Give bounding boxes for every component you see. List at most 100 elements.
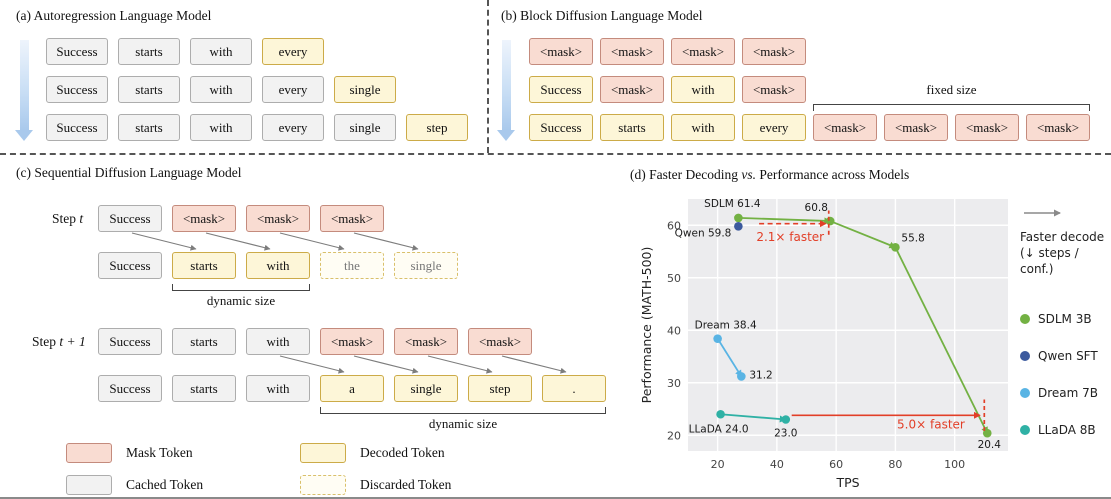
- token-decoded: single: [334, 76, 396, 103]
- token-cached: Success: [98, 252, 162, 279]
- legend-label: Decoded Token: [360, 445, 445, 460]
- dynamic-size-label: dynamic size: [206, 293, 276, 308]
- legend-label: Dream 7B: [1038, 385, 1099, 400]
- svg-text:LLaDA 24.0: LLaDA 24.0: [689, 423, 749, 435]
- token-decoded: step: [406, 114, 468, 141]
- legend-item-mask-token: Mask Token: [66, 443, 193, 463]
- legend-item-sdlm-3b: SDLM 3B: [1020, 312, 1111, 326]
- svg-text:20.4: 20.4: [978, 439, 1002, 451]
- panel-a-title: (a) Autoregression Language Model: [16, 8, 212, 23]
- token-cached: Success: [98, 205, 162, 232]
- svg-text:SDLM 61.4: SDLM 61.4: [704, 198, 761, 210]
- legend-item-llada-8b: LLaDA 8B: [1020, 423, 1111, 437]
- token-cached: starts: [118, 76, 180, 103]
- token-cached: Success: [98, 328, 162, 355]
- token-cached: with: [246, 375, 310, 402]
- legend-item-cached-token: Cached Token: [66, 475, 203, 495]
- legend-label: SDLM 3B: [1038, 311, 1092, 326]
- legend-item-discarded-token: Discarded Token: [300, 475, 451, 495]
- token-mask: <mask>: [320, 205, 384, 232]
- svg-text:60: 60: [829, 458, 843, 471]
- token-discarded: single: [394, 252, 458, 279]
- token-row: Success starts with every: [46, 38, 324, 65]
- svg-text:31.2: 31.2: [749, 369, 772, 381]
- mask-token-swatch: [66, 443, 112, 463]
- svg-text:Qwen 59.8: Qwen 59.8: [675, 227, 732, 239]
- token-decoded: a: [320, 375, 384, 402]
- panel-divider-horizontal: [0, 153, 1111, 155]
- token-row: Success <mask> with <mask>: [529, 76, 806, 103]
- svg-text:30: 30: [667, 377, 681, 390]
- token-row: Success starts with the single: [98, 252, 458, 279]
- token-mask: <mask>: [172, 205, 236, 232]
- legend-note-line1: Faster decode: [1020, 230, 1105, 244]
- legend-item-decoded-token: Decoded Token: [300, 443, 445, 463]
- fixed-size-label: fixed size: [926, 82, 977, 97]
- token-cached: starts: [172, 328, 236, 355]
- legend-label: Mask Token: [126, 445, 193, 460]
- panel-performance-chart: (d) Faster Decoding vs. Performance acro…: [620, 153, 1111, 497]
- svg-text:TPS: TPS: [835, 475, 859, 490]
- token-mask: <mask>: [742, 38, 806, 65]
- token-cached: Success: [46, 76, 108, 103]
- token-decoded: every: [262, 38, 324, 65]
- token-row: <mask> <mask> <mask> <mask>: [529, 38, 806, 65]
- dynamic-size-bracket: [320, 407, 606, 414]
- token-mask: <mask>: [320, 328, 384, 355]
- token-cached: every: [262, 76, 324, 103]
- token-cached: with: [246, 328, 310, 355]
- token-mask: <mask>: [600, 76, 664, 103]
- token-mask: <mask>: [468, 328, 532, 355]
- performance-chart: 20 40 60 80 100 20 30 40 50 60 TPS Performance (MAT…: [639, 198, 1008, 490]
- token-mask: <mask>: [529, 38, 593, 65]
- svg-text:20: 20: [667, 429, 681, 442]
- legend-label: LLaDA 8B: [1038, 422, 1096, 437]
- svg-text:60: 60: [667, 219, 681, 232]
- legend-item-qwen-sft: Qwen SFT: [1020, 349, 1111, 363]
- step-t-label: Step t: [52, 211, 84, 226]
- chart-legend: Faster decode (↓ steps / conf.) SDLM 3B …: [1020, 203, 1111, 460]
- panel-divider-vertical: [487, 0, 489, 153]
- legend-label: Cached Token: [126, 477, 204, 492]
- token-decoded: starts: [172, 252, 236, 279]
- svg-text:2.1× faster: 2.1× faster: [756, 230, 824, 244]
- svg-text:40: 40: [770, 458, 784, 471]
- qwen-dot-icon: [1020, 350, 1030, 361]
- svg-text:60.8: 60.8: [805, 202, 828, 214]
- token-cached: Success: [98, 375, 162, 402]
- svg-text:Performance (MATH-500): Performance (MATH-500): [639, 247, 654, 404]
- svg-text:50: 50: [667, 272, 681, 285]
- token-cached: starts: [172, 375, 236, 402]
- panel-block-diffusion: (b) Block Diffusion Language Model <mask…: [487, 0, 1111, 153]
- panel-autoregression: (a) Autoregression Language Model Succes…: [0, 0, 487, 153]
- token-row: Success starts with every <mask> <mask> <mask>…: [529, 114, 1090, 141]
- svg-text:80: 80: [888, 458, 902, 471]
- token-mask: <mask>: [742, 76, 806, 103]
- panel-c-title: (c) Sequential Diffusion Language Model: [16, 165, 242, 180]
- token-mask: <mask>: [671, 38, 735, 65]
- token-cached: starts: [118, 38, 180, 65]
- panel-sequential-diffusion: (c) Sequential Diffusion Language Model …: [0, 153, 620, 497]
- dream-dot-icon: [1020, 387, 1030, 398]
- panel-b-title: (b) Block Diffusion Language Model: [501, 8, 703, 23]
- token-mask: <mask>: [884, 114, 948, 141]
- step-t-plus-1-label: Step t + 1: [32, 334, 86, 349]
- token-row: Success starts with every single step: [46, 114, 468, 141]
- svg-text:23.0: 23.0: [774, 428, 797, 440]
- llada-dot-icon: [1020, 424, 1030, 435]
- token-cached: every: [262, 114, 324, 141]
- token-cached: with: [190, 114, 252, 141]
- decoded-token-swatch: [300, 443, 346, 463]
- token-cached: with: [190, 38, 252, 65]
- svg-text:55.8: 55.8: [901, 232, 924, 244]
- token-cached: starts: [118, 114, 180, 141]
- token-cached: Success: [46, 114, 108, 141]
- token-row: Success starts with <mask> <mask> <mask>: [98, 328, 532, 355]
- decoding-progress-arrow-icon: [15, 40, 33, 141]
- token-row: Success starts with a single step.: [98, 375, 606, 402]
- dynamic-size-bracket: [172, 284, 310, 291]
- token-decoded: step: [468, 375, 532, 402]
- sdlm-dot-icon: [1020, 313, 1030, 324]
- token-decoded: with: [671, 114, 735, 141]
